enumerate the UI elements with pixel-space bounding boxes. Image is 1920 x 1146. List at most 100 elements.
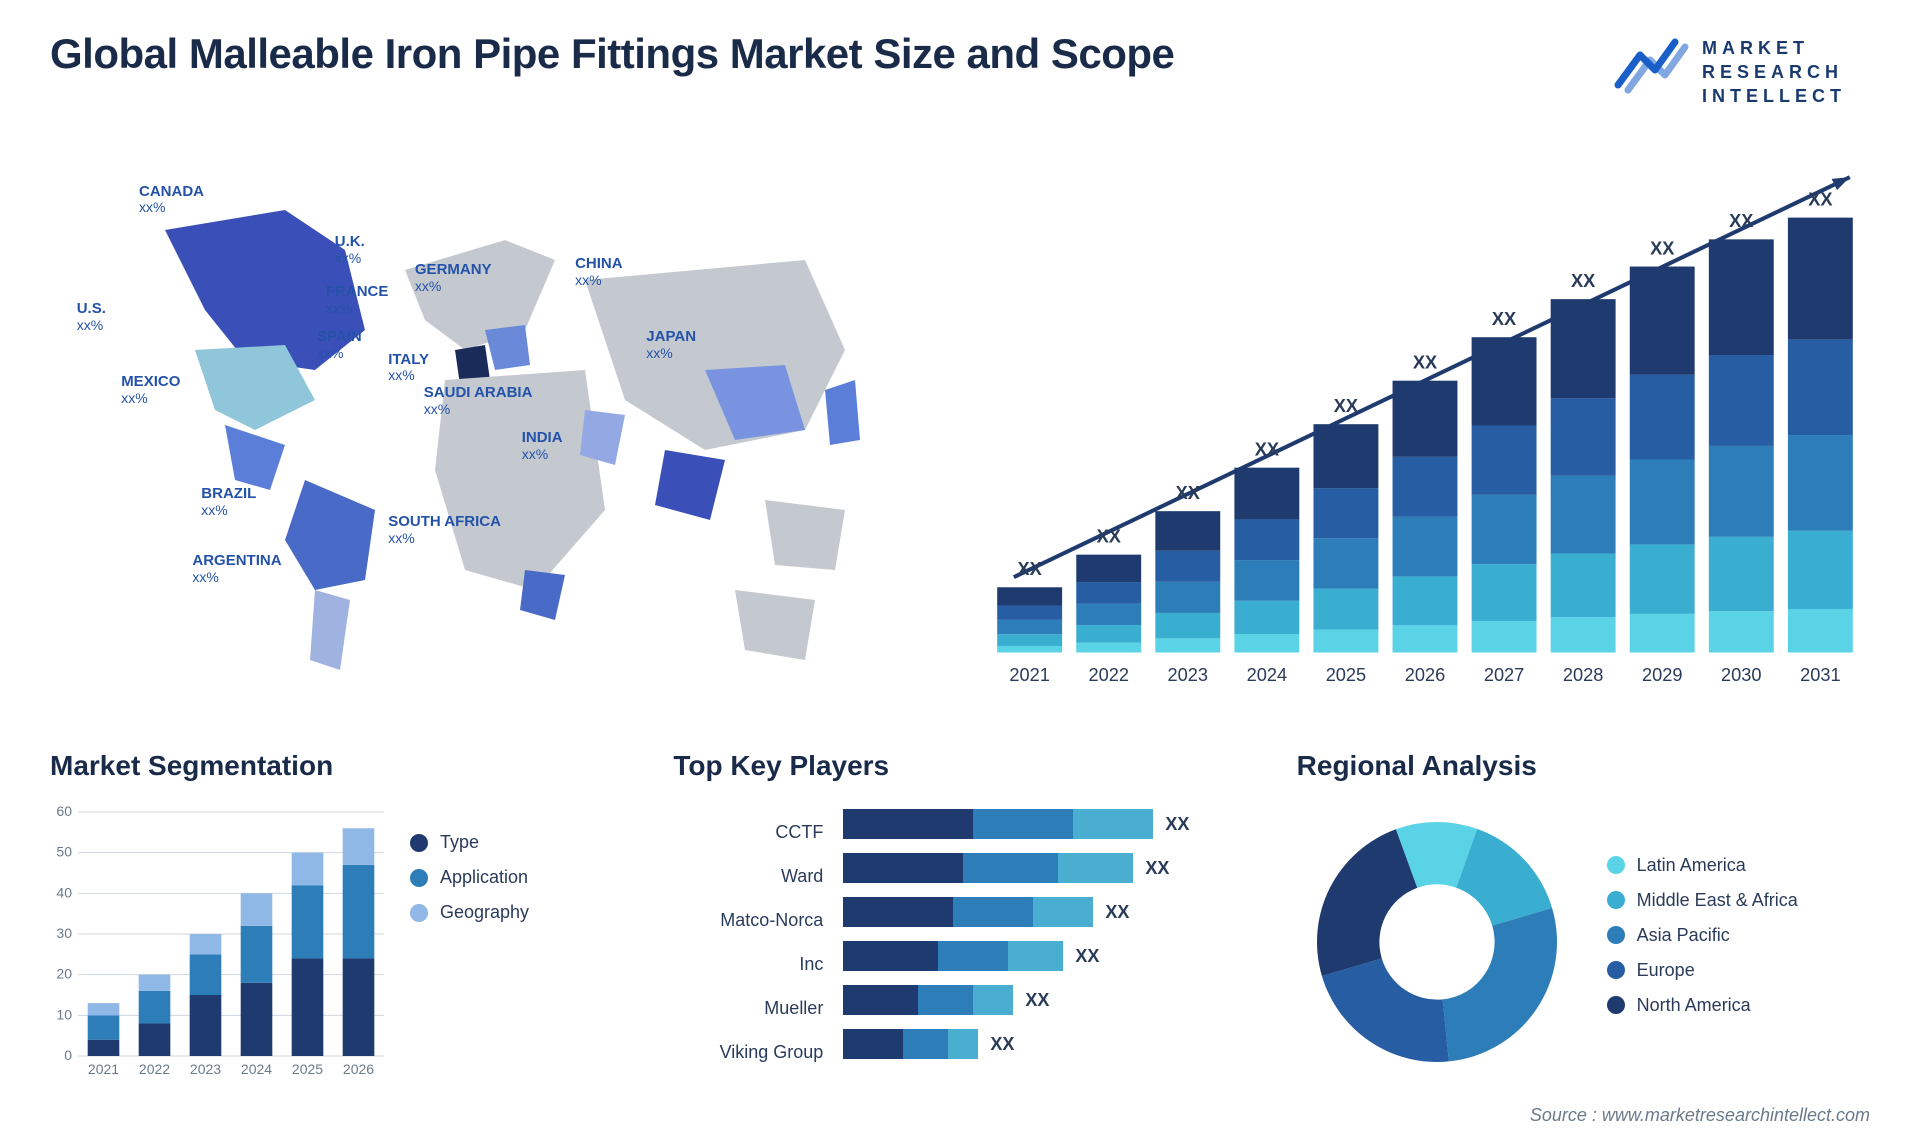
growth-bar-segment — [1076, 625, 1141, 643]
seg-bar-segment — [241, 893, 273, 926]
segmentation-chart: 0102030405060202120222023202420252026 — [50, 802, 390, 1082]
legend-swatch — [1607, 856, 1625, 874]
seg-year-label: 2022 — [139, 1061, 170, 1077]
player-bar-segment — [843, 809, 973, 839]
growth-bar-segment — [1709, 239, 1774, 355]
legend-label: Geography — [440, 902, 529, 923]
growth-bar-segment — [1788, 531, 1853, 609]
growth-bar-segment — [1630, 460, 1695, 545]
player-bar-segment — [843, 1029, 903, 1059]
growth-bar-segment — [1788, 609, 1853, 652]
growth-year-label: 2026 — [1405, 665, 1445, 685]
legend-swatch — [410, 869, 428, 887]
growth-bar-segment — [1076, 604, 1141, 626]
growth-year-label: 2028 — [1563, 665, 1603, 685]
growth-bar-segment — [1630, 614, 1695, 653]
logo-text-1: MARKET — [1702, 38, 1809, 58]
growth-bar-segment — [1551, 299, 1616, 398]
growth-bar-value: XX — [1650, 238, 1674, 258]
source-text: Source : www.marketresearchintellect.com — [1530, 1105, 1870, 1126]
map-region — [655, 450, 725, 520]
player-name: Ward — [673, 854, 823, 898]
player-bar-segment — [1008, 941, 1063, 971]
player-bar-segment — [938, 941, 1008, 971]
growth-chart-panel: XX2021XX2022XX2023XX2024XX2025XX2026XX20… — [980, 150, 1870, 710]
logo-icon — [1618, 42, 1685, 90]
country-label: U.K.xx% — [335, 234, 365, 266]
growth-bar-value: XX — [1413, 353, 1437, 373]
growth-bar-segment — [1788, 218, 1853, 340]
growth-bar-value: XX — [1729, 211, 1753, 231]
players-labels: CCTFWardMatco-NorcaIncMuellerViking Grou… — [673, 802, 823, 1074]
growth-bar-segment — [1472, 425, 1537, 494]
map-region — [765, 500, 845, 570]
map-region — [310, 590, 350, 670]
seg-bar-segment — [343, 865, 375, 959]
growth-bar-value: XX — [1571, 271, 1595, 291]
growth-bar-segment — [1234, 560, 1299, 601]
growth-bar-segment — [1393, 457, 1458, 517]
country-label: SPAINxx% — [317, 329, 362, 361]
seg-bar-segment — [292, 958, 324, 1056]
regional-legend-item: Middle East & Africa — [1607, 890, 1870, 911]
regional-legend-item: Latin America — [1607, 855, 1870, 876]
country-label: SOUTH AFRICAxx% — [388, 514, 501, 546]
growth-bar-segment — [1788, 435, 1853, 531]
player-bar-row: XX — [843, 978, 1246, 1022]
legend-swatch — [410, 904, 428, 922]
logo: MARKET RESEARCH INTELLECT — [1610, 30, 1870, 120]
growth-bar-value: XX — [1808, 189, 1832, 209]
country-label: GERMANYxx% — [415, 262, 492, 294]
growth-bar-segment — [1788, 339, 1853, 435]
legend-label: Application — [440, 867, 528, 888]
player-bar-row: XX — [843, 890, 1246, 934]
map-region — [485, 325, 530, 370]
seg-legend-item: Application — [410, 867, 623, 888]
regional-legend-item: Europe — [1607, 960, 1870, 981]
seg-bar-segment — [139, 991, 171, 1024]
player-bar-segment — [918, 985, 973, 1015]
legend-label: Middle East & Africa — [1637, 890, 1798, 911]
seg-legend-item: Type — [410, 832, 623, 853]
country-label: INDIAxx% — [522, 430, 563, 462]
seg-bar-segment — [343, 828, 375, 865]
donut-slice — [1442, 908, 1556, 1061]
seg-ytick: 30 — [56, 925, 72, 941]
growth-bar-segment — [1313, 424, 1378, 488]
growth-bar-segment — [997, 587, 1062, 605]
player-bar-segment — [1033, 897, 1093, 927]
growth-bar-segment — [1155, 511, 1220, 551]
world-map — [50, 150, 940, 710]
legend-swatch — [410, 834, 428, 852]
growth-bar-value: XX — [1334, 396, 1358, 416]
growth-bar-segment — [997, 620, 1062, 634]
growth-bar-segment — [1155, 638, 1220, 652]
seg-year-label: 2023 — [190, 1061, 221, 1077]
country-label: MEXICOxx% — [121, 374, 180, 406]
donut-slice — [1317, 829, 1417, 976]
segmentation-legend: Type Application Geography — [410, 802, 623, 1082]
seg-ytick: 10 — [56, 1006, 72, 1022]
segmentation-panel: Market Segmentation 01020304050602021202… — [50, 750, 623, 1082]
seg-bar-segment — [88, 1003, 120, 1015]
growth-bar-segment — [1551, 398, 1616, 476]
seg-year-label: 2021 — [88, 1061, 119, 1077]
seg-year-label: 2025 — [292, 1061, 323, 1077]
growth-bar-segment — [1709, 611, 1774, 652]
seg-bar-segment — [343, 958, 375, 1056]
growth-year-label: 2029 — [1642, 665, 1682, 685]
map-region — [405, 240, 555, 350]
growth-year-label: 2025 — [1326, 665, 1366, 685]
growth-bar-value: XX — [1492, 309, 1516, 329]
legend-swatch — [1607, 961, 1625, 979]
donut-slice — [1322, 958, 1449, 1062]
country-label: ARGENTINAxx% — [192, 553, 281, 585]
growth-bar-segment — [1313, 488, 1378, 538]
player-name: Viking Group — [673, 1030, 823, 1074]
seg-bar-segment — [292, 885, 324, 958]
country-label: BRAZILxx% — [201, 486, 256, 518]
player-bar-segment — [963, 853, 1058, 883]
regional-donut-chart — [1297, 802, 1577, 1082]
growth-bar-segment — [1630, 267, 1695, 375]
growth-bar-segment — [1393, 576, 1458, 625]
